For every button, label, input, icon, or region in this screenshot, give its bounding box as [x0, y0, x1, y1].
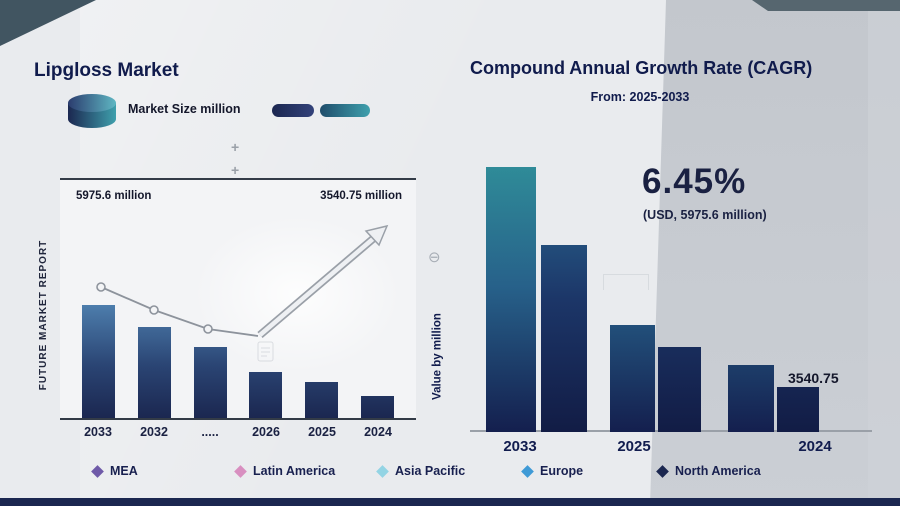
cagr-bar-2033-2	[541, 245, 587, 432]
value-axis-label: Value by million	[431, 313, 444, 400]
bottom-navy-bar	[0, 498, 900, 506]
watermark-label: FUTURE MARKET REPORT	[38, 239, 49, 391]
market-size-x-label: 2026	[252, 425, 280, 439]
legend-label: MEA	[110, 464, 138, 478]
teal-pill-decoration	[320, 104, 370, 117]
corner-triangle-decoration	[0, 0, 96, 46]
market-size-legend-label: Market Size million	[128, 102, 241, 116]
market-size-bar-2026	[249, 372, 283, 418]
legend-item-mea: MEA	[91, 464, 138, 478]
diamond-icon	[234, 464, 247, 478]
start-value-label: 5975.6 million	[76, 190, 152, 202]
cagr-value: 6.45%	[642, 162, 747, 201]
cagr-x-label: 2024	[798, 438, 832, 455]
right-edge-band	[868, 0, 900, 506]
region-legend: MEA Latin America Asia Pacific Europe No…	[0, 464, 900, 480]
legend-item-north-america: North America	[656, 464, 761, 478]
page-title: Lipgloss Market	[34, 60, 179, 81]
market-size-x-label: 2032	[140, 425, 168, 439]
bracket-decoration	[603, 274, 649, 290]
market-size-chart: 5975.6 million 3540.75 million	[60, 178, 416, 420]
diamond-icon	[656, 464, 669, 478]
market-size-bars	[60, 180, 416, 418]
legend-label: North America	[675, 464, 761, 478]
legend-item-asia-pacific: Asia Pacific	[376, 464, 466, 478]
cagr-bar-2024-2	[777, 387, 819, 432]
cagr-usd-note: (USD, 5975.6 million)	[643, 208, 767, 222]
cagr-x-label: 2033	[503, 438, 537, 455]
market-size-bar-2024	[360, 396, 394, 418]
diamond-icon	[521, 464, 534, 478]
cagr-bar-2024-1	[728, 365, 774, 432]
top-right-strip-decoration	[752, 0, 900, 11]
cagr-bar-2025-1	[610, 325, 655, 432]
market-size-bar-2032	[137, 327, 171, 418]
market-size-x-axis: 2033 2032..... 2026 2025 2024	[60, 425, 416, 439]
end-value-label: 3540.75 million	[320, 190, 402, 202]
market-size-x-label: 2033	[84, 425, 112, 439]
market-size-bar-2025	[305, 382, 339, 418]
plus-icon: +	[231, 162, 240, 178]
cagr-annotation: 3540.75	[788, 370, 839, 386]
cagr-title: Compound Annual Growth Rate (CAGR)	[470, 58, 813, 78]
diamond-icon	[91, 464, 104, 478]
market-size-cylinder-icon	[68, 94, 116, 128]
legend-item-latin-america: Latin America	[234, 464, 336, 478]
market-size-x-label: .....	[201, 425, 219, 439]
legend-label: Europe	[540, 464, 584, 478]
legend-label: Latin America	[253, 464, 336, 478]
market-size-x-label: 2024	[364, 425, 392, 439]
cagr-chart: 3540.75 2033 2025 2024	[470, 150, 872, 455]
market-size-bar-2033	[82, 305, 115, 418]
cagr-period: From: 2025-2033	[590, 90, 690, 104]
legend-label: Asia Pacific	[395, 464, 466, 478]
market-size-bar-.....	[193, 347, 227, 418]
cagr-bar-2033-1	[486, 167, 536, 432]
zoom-out-icon: ⊖	[428, 249, 441, 266]
navy-pill-decoration	[272, 104, 314, 117]
plus-icon: +	[231, 139, 240, 155]
cagr-bar-2025-2	[658, 347, 701, 432]
legend-item-europe: Europe	[521, 464, 584, 478]
market-size-x-label: 2025	[308, 425, 336, 439]
cagr-x-label: 2025	[617, 438, 651, 455]
diamond-icon	[376, 464, 389, 478]
